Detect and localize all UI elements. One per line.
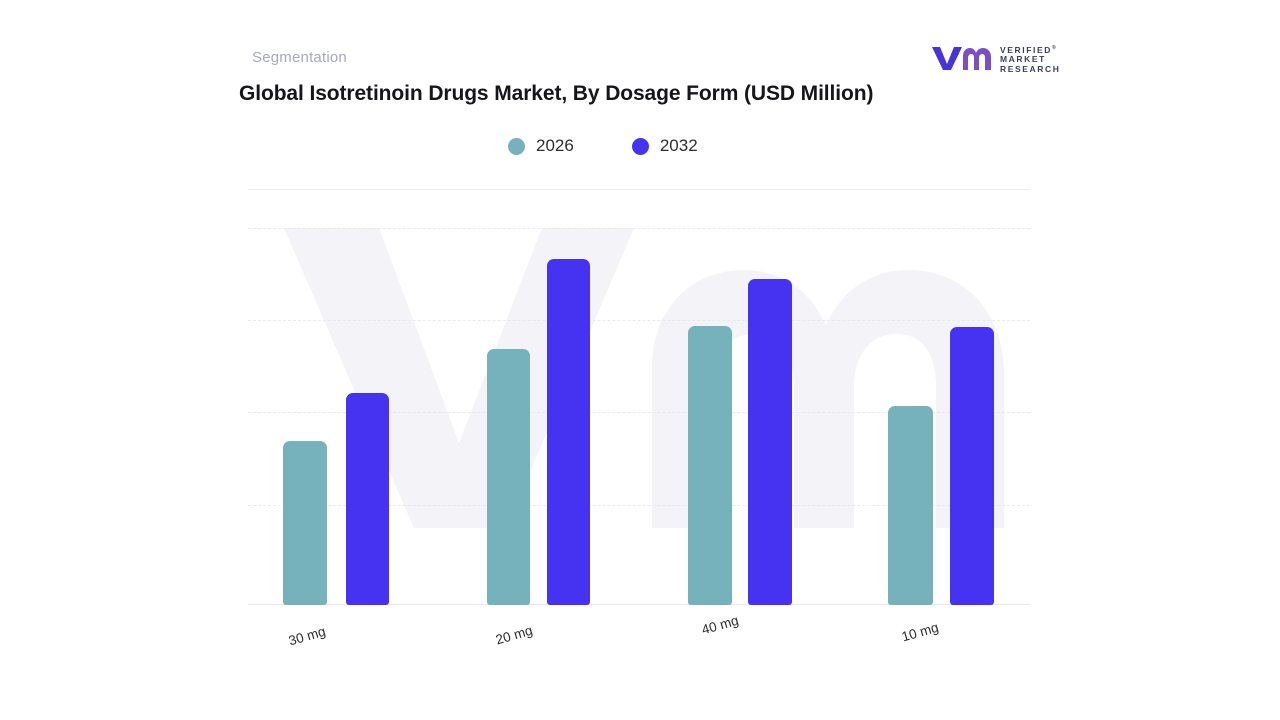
bar-30mg-2032[interactable] <box>346 393 389 605</box>
x-tick-label-10mg: 10 mg <box>900 619 941 645</box>
gridline-4 <box>248 228 1030 229</box>
legend-swatch-2032 <box>631 137 649 155</box>
legend-item-2026[interactable]: 2026 <box>508 136 574 156</box>
header-divider <box>248 189 1030 190</box>
vmr-logo-text: VERIFIED® MARKET RESEARCH <box>1000 44 1061 74</box>
legend-label-2032: 2032 <box>659 136 698 155</box>
logo-line-3: RESEARCH <box>1000 63 1061 74</box>
bar-10mg-2032[interactable] <box>950 327 994 605</box>
registered-mark: ® <box>1052 45 1056 51</box>
gridline-3 <box>248 320 1030 321</box>
page-title: Global Isotretinoin Drugs Market, By Dos… <box>239 82 874 105</box>
bar-40mg-2032[interactable] <box>748 279 792 605</box>
x-tick-label-20mg: 20 mg <box>494 622 535 648</box>
logo-line-2: MARKET <box>1000 54 1046 65</box>
gridline-1 <box>248 505 1030 506</box>
bar-10mg-2026[interactable] <box>888 406 933 605</box>
x-axis-line <box>248 604 1030 605</box>
x-tick-label-40mg: 40 mg <box>700 612 741 638</box>
segmentation-eyebrow: Segmentation <box>252 49 347 66</box>
logo-line-1: VERIFIED <box>1000 44 1053 55</box>
bar-20mg-2026[interactable] <box>487 349 530 605</box>
bar-30mg-2026[interactable] <box>283 441 327 605</box>
chart-legend: 2026 2032 <box>508 136 698 156</box>
legend-swatch-2026 <box>508 137 525 155</box>
bar-20mg-2032[interactable] <box>547 259 590 605</box>
vmr-logo: VERIFIED® MARKET RESEARCH <box>930 42 1062 76</box>
x-tick-label-30mg: 30 mg <box>287 623 328 649</box>
vmr-logo-mark <box>930 44 992 72</box>
legend-label-2026: 2026 <box>536 136 574 155</box>
plot-area <box>248 200 1030 605</box>
gridline-2 <box>248 412 1030 413</box>
bar-40mg-2026[interactable] <box>688 326 732 605</box>
legend-item-2032[interactable]: 2032 <box>631 136 698 156</box>
